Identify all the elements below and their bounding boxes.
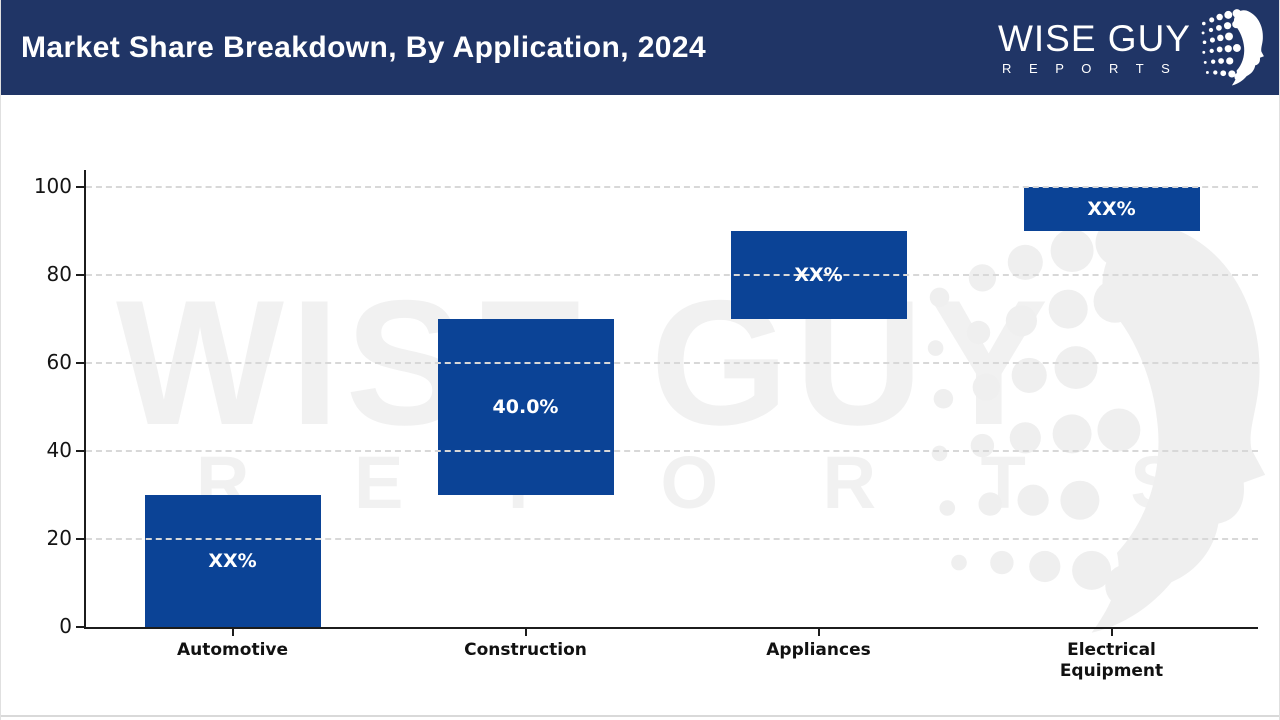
y-gridline xyxy=(86,538,1258,540)
y-tick-mark xyxy=(76,450,85,452)
header-bar: Market Share Breakdown, By Application, … xyxy=(1,0,1279,95)
y-axis-line xyxy=(84,170,86,629)
y-tick-label: 20 xyxy=(46,526,72,550)
logo-subtitle: R E P O R T S xyxy=(1001,60,1177,76)
x-tick-mark xyxy=(524,629,527,636)
y-tick-mark xyxy=(76,538,85,540)
y-gridline xyxy=(86,450,1258,452)
page-title: Market Share Breakdown, By Application, … xyxy=(21,30,707,64)
y-tick-mark xyxy=(76,362,85,364)
wise-guy-logo: WISE GUY R E P O R T S xyxy=(998,8,1265,88)
bar-value-label: XX% xyxy=(208,550,257,572)
x-tick-mark xyxy=(1110,629,1113,636)
x-category-label: Automotive xyxy=(176,640,289,660)
y-tick-label: 60 xyxy=(46,350,72,374)
y-tick-label: 0 xyxy=(59,614,72,638)
x-axis-line xyxy=(84,627,1258,629)
market-share-bar xyxy=(144,495,321,627)
x-category-label: Electrical Equipment xyxy=(1059,640,1164,682)
x-category-label: Appliances xyxy=(766,640,871,660)
y-gridline xyxy=(86,274,1258,276)
x-tick-mark xyxy=(817,629,820,636)
y-gridline xyxy=(86,362,1258,364)
bar-value-label: XX% xyxy=(1087,198,1136,220)
logo-wordmark: WISE GUY xyxy=(997,17,1191,59)
y-tick-label: 40 xyxy=(46,438,72,462)
y-tick-mark xyxy=(76,274,85,276)
bar-value-label: XX% xyxy=(794,264,843,286)
x-tick-mark xyxy=(231,629,234,636)
y-tick-label: 100 xyxy=(33,174,72,198)
bar-value-label: 40.0% xyxy=(492,396,559,418)
plot-area: 0 20 40 60 80 100 XX% Automotive 40.0% Constructi… xyxy=(34,170,1258,681)
x-category-label: Construction xyxy=(464,640,587,660)
y-tick-mark xyxy=(76,186,85,188)
y-tick-label: 80 xyxy=(46,262,72,286)
dot-face-icon xyxy=(1201,8,1264,85)
y-tick-mark xyxy=(76,626,85,628)
bottom-divider xyxy=(1,715,1279,717)
logo-text: WISE GUY R E P O R T S xyxy=(998,20,1191,76)
y-gridline xyxy=(86,186,1258,188)
market-share-bar xyxy=(437,319,614,495)
